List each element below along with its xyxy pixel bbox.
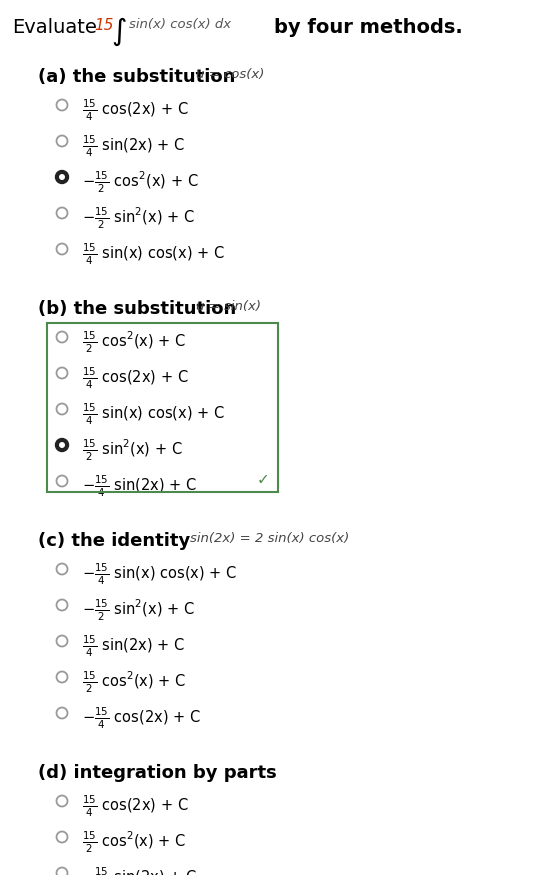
Text: u = sin(x): u = sin(x) [196, 300, 261, 313]
Text: (a) the substitution: (a) the substitution [38, 68, 235, 86]
Text: by four methods.: by four methods. [274, 18, 463, 37]
Text: $\frac{15}{4}$ sin(2x) + C: $\frac{15}{4}$ sin(2x) + C [82, 634, 185, 660]
Circle shape [55, 438, 69, 452]
Circle shape [55, 171, 69, 184]
Text: (d) integration by parts: (d) integration by parts [38, 764, 277, 782]
Text: sin(x) cos(x) dx: sin(x) cos(x) dx [129, 18, 231, 31]
Text: $-\frac{15}{4}$ sin(x) cos(x) + C: $-\frac{15}{4}$ sin(x) cos(x) + C [82, 562, 237, 587]
Text: (b) the substitution: (b) the substitution [38, 300, 236, 318]
Text: 15: 15 [94, 18, 113, 33]
Text: (c) the identity: (c) the identity [38, 532, 190, 550]
Text: $\frac{15}{4}$ sin(x) cos(x) + C: $\frac{15}{4}$ sin(x) cos(x) + C [82, 242, 225, 268]
Text: u = cos(x): u = cos(x) [196, 68, 264, 81]
Text: $\frac{15}{4}$ sin(x) cos(x) + C: $\frac{15}{4}$ sin(x) cos(x) + C [82, 402, 225, 427]
Text: $\frac{15}{4}$ cos(2x) + C: $\frac{15}{4}$ cos(2x) + C [82, 366, 188, 391]
Text: $\frac{15}{4}$ cos(2x) + C: $\frac{15}{4}$ cos(2x) + C [82, 98, 188, 123]
Text: $\frac{15}{2}$ cos$^2$(x) + C: $\frac{15}{2}$ cos$^2$(x) + C [82, 670, 186, 696]
Text: Evaluate: Evaluate [12, 18, 97, 37]
Text: $-\frac{15}{4}$ sin(2x) + C: $-\frac{15}{4}$ sin(2x) + C [82, 866, 197, 875]
Text: $\frac{15}{4}$ cos(2x) + C: $\frac{15}{4}$ cos(2x) + C [82, 794, 188, 819]
Text: $-\frac{15}{2}$ sin$^2$(x) + C: $-\frac{15}{2}$ sin$^2$(x) + C [82, 206, 195, 231]
Text: $\frac{15}{4}$ sin(2x) + C: $\frac{15}{4}$ sin(2x) + C [82, 134, 185, 159]
Text: $-\frac{15}{2}$ sin$^2$(x) + C: $-\frac{15}{2}$ sin$^2$(x) + C [82, 598, 195, 623]
Circle shape [60, 175, 64, 179]
Text: $\int$: $\int$ [111, 16, 127, 48]
Text: $\frac{15}{2}$ sin$^2$(x) + C: $\frac{15}{2}$ sin$^2$(x) + C [82, 438, 183, 464]
Text: $-\frac{15}{4}$ cos(2x) + C: $-\frac{15}{4}$ cos(2x) + C [82, 706, 201, 731]
Circle shape [60, 443, 64, 447]
Text: $\frac{15}{2}$ cos$^2$(x) + C: $\frac{15}{2}$ cos$^2$(x) + C [82, 330, 186, 355]
Text: ✓: ✓ [256, 473, 269, 487]
Text: sin(2x) = 2 sin(x) cos(x): sin(2x) = 2 sin(x) cos(x) [190, 532, 349, 545]
Text: $\frac{15}{2}$ cos$^2$(x) + C: $\frac{15}{2}$ cos$^2$(x) + C [82, 830, 186, 856]
Text: $-\frac{15}{4}$ sin(2x) + C: $-\frac{15}{4}$ sin(2x) + C [82, 474, 197, 500]
Text: $-\frac{15}{2}$ cos$^2$(x) + C: $-\frac{15}{2}$ cos$^2$(x) + C [82, 170, 198, 195]
